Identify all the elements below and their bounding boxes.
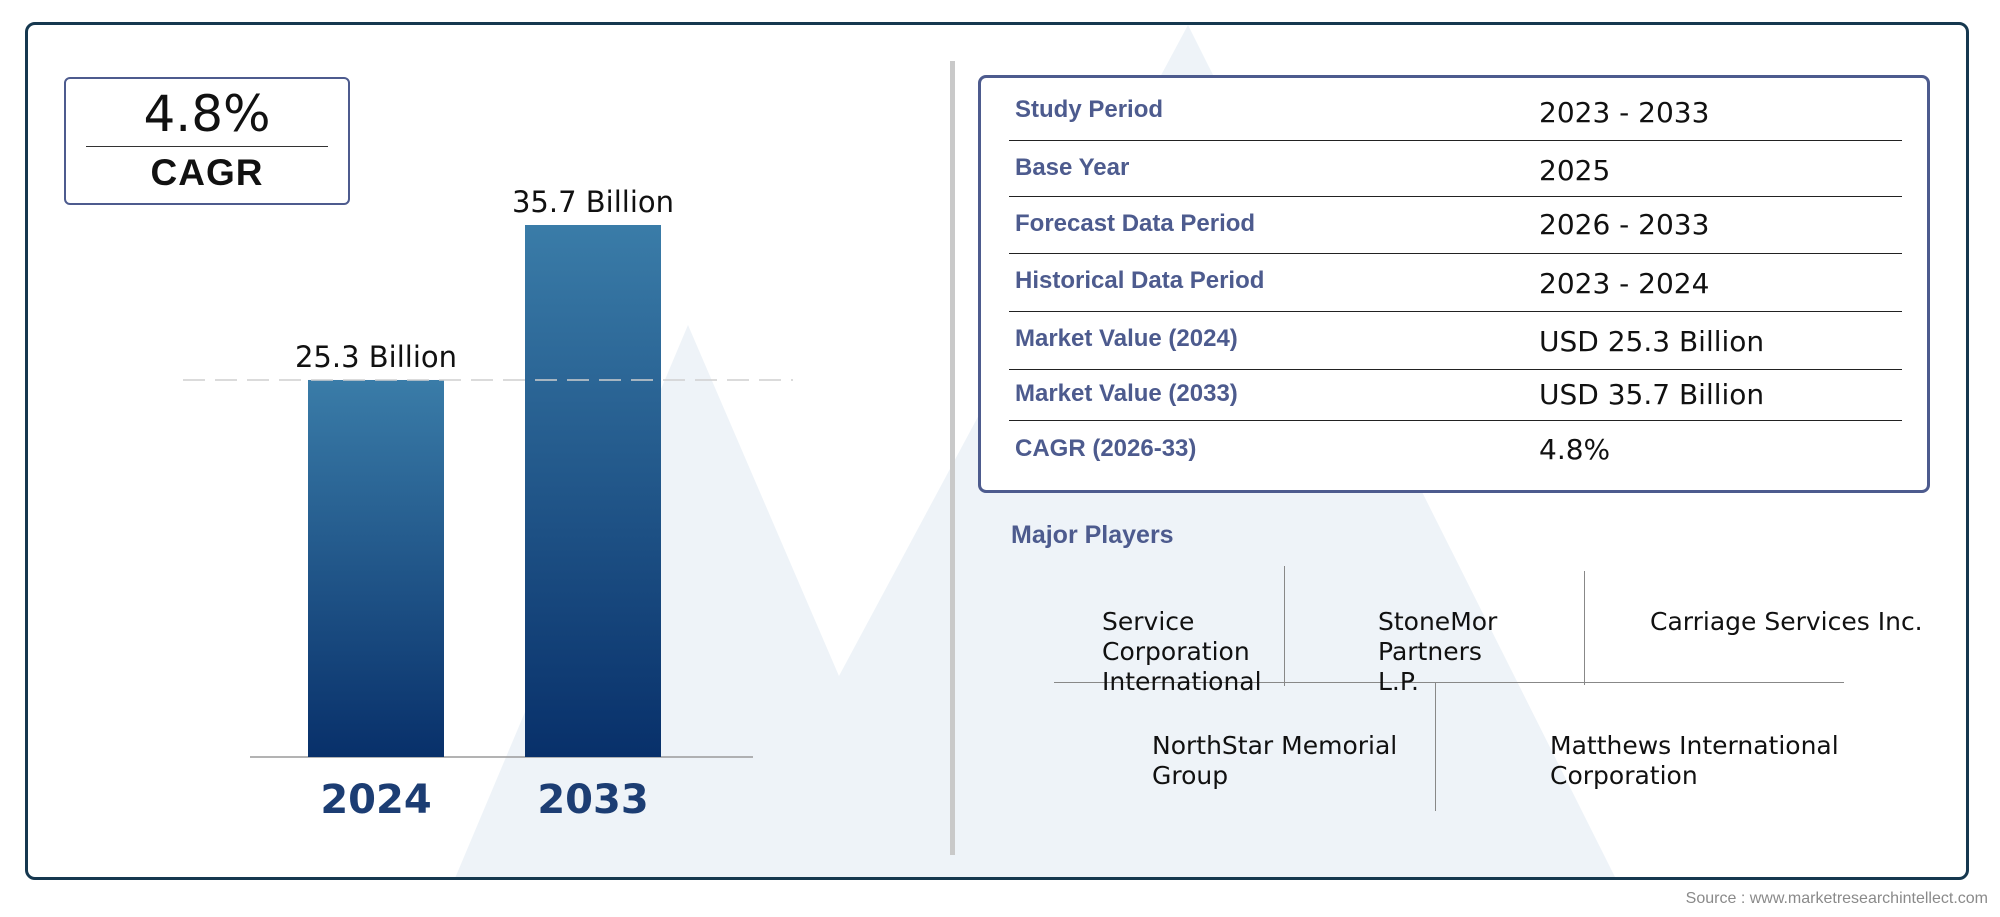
- info-value: 2026 - 2033: [1539, 208, 1710, 241]
- info-value: USD 35.7 Billion: [1539, 378, 1765, 411]
- info-label: Historical Data Period: [1015, 267, 1265, 294]
- info-label: Market Value (2033): [1015, 380, 1238, 407]
- bar-2024: [308, 379, 444, 757]
- section-divider: [950, 61, 955, 855]
- player-name: Service Corporation International: [1102, 607, 1262, 696]
- info-label: Forecast Data Period: [1015, 210, 1256, 237]
- info-value: 2023 - 2033: [1539, 96, 1710, 129]
- x-tick-label: 2024: [320, 777, 431, 823]
- player-name: Matthews International Corporation: [1550, 731, 1839, 790]
- info-row: Market Value (2024) USD 25.3 Billion: [1009, 311, 1902, 370]
- bar-2033: [525, 225, 661, 757]
- player-name: Carriage Services Inc.: [1650, 607, 1923, 636]
- info-value: 4.8%: [1539, 433, 1611, 466]
- cagr-rule: [86, 146, 328, 147]
- source-credit: Source : www.marketresearchintellect.com: [1685, 890, 1988, 907]
- infographic-frame: 4.8% CAGR 25.3 Billion 2024 35.7 Billion 20…: [25, 22, 1969, 880]
- info-row: CAGR (2026-33) 4.8%: [1009, 420, 1902, 480]
- players-divider: [1054, 682, 1844, 683]
- bar-value-label: 35.7 Billion: [512, 185, 674, 219]
- player-name: StoneMor Partners L.P.: [1378, 607, 1498, 696]
- info-label: CAGR (2026-33): [1015, 435, 1197, 462]
- player-name: NorthStar Memorial Group: [1152, 731, 1398, 790]
- info-label: Market Value (2024): [1015, 325, 1238, 352]
- players-divider: [1435, 683, 1436, 811]
- cagr-label: CAGR: [150, 152, 264, 193]
- info-table: Study Period 2023 - 2033 Base Year 2025 …: [978, 75, 1930, 493]
- bar-chart: 25.3 Billion 2024 35.7 Billion 2033: [183, 185, 793, 823]
- info-row: Study Period 2023 - 2033: [1009, 84, 1902, 141]
- info-row: Historical Data Period 2023 - 2024: [1009, 253, 1902, 312]
- x-tick-label: 2033: [537, 777, 648, 823]
- players-divider: [1284, 566, 1285, 686]
- bar-value-label: 25.3 Billion: [295, 340, 457, 374]
- cagr-box: 4.8% CAGR: [64, 77, 350, 205]
- info-row: Market Value (2033) USD 35.7 Billion: [1009, 369, 1902, 421]
- cagr-value: 4.8%: [143, 85, 271, 143]
- players-title: Major Players: [1011, 521, 1174, 549]
- info-row: Base Year 2025: [1009, 140, 1902, 197]
- players-divider: [1584, 571, 1585, 685]
- info-label: Base Year: [1015, 154, 1130, 181]
- info-row: Forecast Data Period 2026 - 2033: [1009, 196, 1902, 254]
- info-value: 2023 - 2024: [1539, 267, 1710, 300]
- info-value: 2025: [1539, 154, 1611, 187]
- info-value: USD 25.3 Billion: [1539, 325, 1765, 358]
- info-label: Study Period: [1015, 96, 1164, 123]
